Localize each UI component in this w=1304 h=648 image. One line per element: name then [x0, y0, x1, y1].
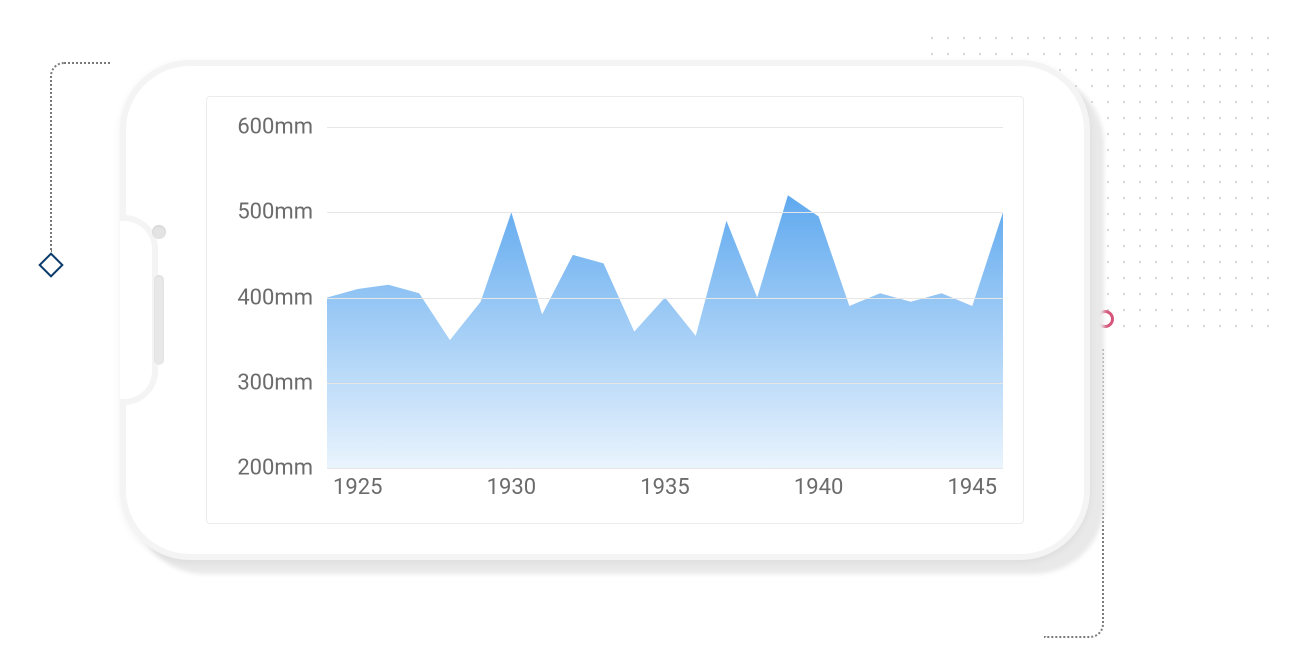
- phone-camera-icon: [152, 225, 166, 239]
- chart-y-label: 400mm: [237, 285, 313, 310]
- phone-notch: [120, 215, 158, 405]
- chart-y-label: 300mm: [237, 370, 313, 395]
- decor-line-top-left: [50, 62, 110, 252]
- chart-x-axis: 1925 1930 1935 1940 1945: [327, 475, 1003, 505]
- chart-x-label: 1930: [487, 475, 536, 500]
- rainfall-area-chart: 600mm500mm400mm300mm200mm 19251930193519…: [206, 96, 1024, 524]
- phone-mockup: 600mm500mm400mm300mm200mm 19251930193519…: [120, 60, 1090, 560]
- chart-gridline: [327, 298, 1003, 299]
- chart-x-label: 1945: [948, 475, 997, 500]
- chart-x-label: 1940: [794, 475, 843, 500]
- chart-gridline: [327, 127, 1003, 128]
- phone-frame: 600mm500mm400mm300mm200mm 19251930193519…: [120, 60, 1090, 560]
- chart-plot-area: 600mm500mm400mm300mm200mm: [327, 127, 1003, 468]
- chart-gridline: [327, 383, 1003, 384]
- chart-y-label: 200mm: [237, 456, 313, 481]
- chart-x-label: 1935: [640, 475, 689, 500]
- chart-gridline: [327, 212, 1003, 213]
- diamond-icon: [38, 252, 63, 277]
- chart-y-label: 600mm: [237, 115, 313, 140]
- chart-y-label: 500mm: [237, 200, 313, 225]
- chart-gridline: [327, 468, 1003, 469]
- chart-x-label: 1925: [333, 475, 382, 500]
- phone-speaker-icon: [154, 275, 164, 365]
